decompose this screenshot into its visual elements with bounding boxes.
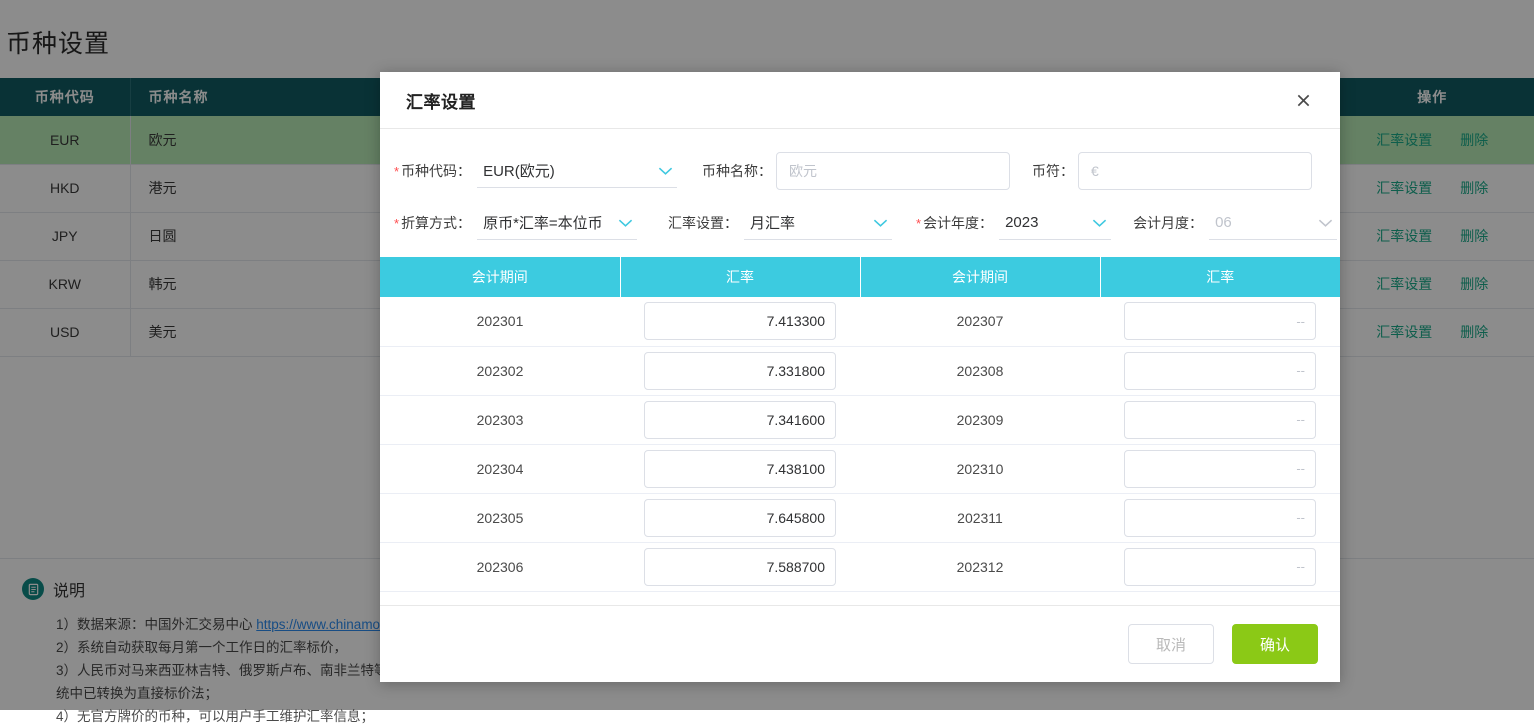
cell-rate-right: --: [1100, 346, 1340, 395]
currency-symbol-input[interactable]: €: [1078, 152, 1312, 190]
rate-input-left[interactable]: 7.645800: [644, 499, 836, 537]
form-row-1: *币种代码： EUR(欧元) 币种名称： 欧元 币符： €: [380, 145, 1340, 197]
currency-code-value: EUR(欧元): [483, 160, 555, 181]
cell-rate-left: 7.331800: [620, 346, 860, 395]
label-rate-setting: 汇率设置：: [668, 213, 738, 233]
field-conversion-mode: *折算方式： 原币*汇率=本位币: [394, 206, 662, 240]
cell-period-left: 202302: [380, 346, 620, 395]
currency-code-select[interactable]: EUR(欧元): [477, 154, 677, 188]
field-fiscal-month: 会计月度： 06: [1133, 206, 1337, 240]
rate-table-row: 202305 7.645800 202311 --: [380, 493, 1340, 542]
cell-rate-left: 7.588700: [620, 542, 860, 591]
rate-input-left[interactable]: 7.341600: [644, 401, 836, 439]
rate-setting-select[interactable]: 月汇率: [744, 206, 892, 240]
label-currency-code: *币种代码：: [394, 161, 471, 181]
currency-name-value: 欧元: [789, 161, 817, 181]
close-icon[interactable]: [1290, 87, 1316, 113]
cell-rate-right: --: [1100, 493, 1340, 542]
conversion-mode-select[interactable]: 原币*汇率=本位币: [477, 206, 637, 240]
rate-input-right[interactable]: --: [1124, 499, 1316, 537]
cell-period-right: 202310: [860, 444, 1100, 493]
cell-period-right: 202308: [860, 346, 1100, 395]
rate-table-row: 202302 7.331800 202308 --: [380, 346, 1340, 395]
cell-period-left: 202304: [380, 444, 620, 493]
rate-input-right[interactable]: --: [1124, 548, 1316, 586]
exchange-rate-settings-dialog: 汇率设置 *币种代码： EUR(欧元) 币种名称：: [380, 72, 1340, 682]
rate-setting-value: 月汇率: [750, 212, 795, 233]
field-fiscal-year: *会计年度： 2023: [916, 206, 1111, 240]
label-conversion-mode: *折算方式：: [394, 213, 471, 233]
required-asterisk: *: [916, 217, 921, 230]
chevron-down-icon: [1078, 218, 1107, 228]
required-asterisk: *: [394, 217, 399, 230]
rate-input-left[interactable]: 7.413300: [644, 302, 836, 340]
rate-col-rate-left: 汇率: [620, 257, 860, 297]
form-row-2: *折算方式： 原币*汇率=本位币 汇率设置： 月汇率 *: [380, 197, 1340, 249]
label-fiscal-month: 会计月度：: [1133, 213, 1203, 233]
currency-name-input[interactable]: 欧元: [776, 152, 1010, 190]
chevron-down-icon: [644, 166, 673, 176]
conversion-mode-value: 原币*汇率=本位币: [483, 212, 603, 233]
label-currency-symbol: 币符：: [1032, 161, 1074, 181]
chevron-down-icon: [612, 218, 633, 228]
cell-period-left: 202301: [380, 297, 620, 346]
cell-rate-left: 7.645800: [620, 493, 860, 542]
cell-rate-left: 7.413300: [620, 297, 860, 346]
cell-rate-right: --: [1100, 444, 1340, 493]
confirm-button[interactable]: 确认: [1232, 624, 1318, 664]
cell-rate-right: --: [1100, 395, 1340, 444]
rate-input-left[interactable]: 7.588700: [644, 548, 836, 586]
rate-input-right[interactable]: --: [1124, 450, 1316, 488]
cell-rate-right: --: [1100, 297, 1340, 346]
cell-rate-left: 7.438100: [620, 444, 860, 493]
field-currency-name: 币种名称： 欧元: [702, 152, 1010, 190]
currency-symbol-value: €: [1091, 163, 1099, 179]
rate-input-left[interactable]: 7.331800: [644, 352, 836, 390]
chevron-down-icon: [1304, 218, 1333, 228]
rate-col-period-right: 会计期间: [860, 257, 1100, 297]
cell-period-left: 202303: [380, 395, 620, 444]
cell-period-left: 202305: [380, 493, 620, 542]
fiscal-year-value: 2023: [1005, 214, 1038, 231]
field-rate-setting: 汇率设置： 月汇率: [668, 206, 892, 240]
rate-table-row: 202301 7.413300 202307 --: [380, 297, 1340, 346]
rate-input-right[interactable]: --: [1124, 352, 1316, 390]
rate-table-row: 202304 7.438100 202310 --: [380, 444, 1340, 493]
rate-input-right[interactable]: --: [1124, 302, 1316, 340]
cell-period-left: 202306: [380, 542, 620, 591]
rate-table-row: 202306 7.588700 202312 --: [380, 542, 1340, 591]
rate-input-left[interactable]: 7.438100: [644, 450, 836, 488]
label-currency-name: 币种名称：: [702, 161, 772, 181]
cell-period-right: 202307: [860, 297, 1100, 346]
label-fiscal-year: *会计年度：: [916, 213, 993, 233]
fiscal-month-select[interactable]: 06: [1209, 206, 1337, 240]
dialog-footer: 取消 确认: [380, 605, 1340, 682]
required-asterisk: *: [394, 165, 399, 178]
field-currency-symbol: 币符： €: [1032, 152, 1312, 190]
cell-rate-right: --: [1100, 542, 1340, 591]
field-currency-code: *币种代码： EUR(欧元): [394, 154, 694, 188]
rate-col-period-left: 会计期间: [380, 257, 620, 297]
cancel-button[interactable]: 取消: [1128, 624, 1214, 664]
rate-input-right[interactable]: --: [1124, 401, 1316, 439]
cell-rate-left: 7.341600: [620, 395, 860, 444]
rate-col-rate-right: 汇率: [1100, 257, 1340, 297]
rate-table-header-row: 会计期间 汇率 会计期间 汇率: [380, 257, 1340, 297]
cell-period-right: 202309: [860, 395, 1100, 444]
dialog-header: 汇率设置: [380, 72, 1340, 129]
rate-table-row: 202303 7.341600 202309 --: [380, 395, 1340, 444]
fiscal-year-select[interactable]: 2023: [999, 206, 1111, 240]
dialog-form: *币种代码： EUR(欧元) 币种名称： 欧元 币符： €: [380, 129, 1340, 257]
fiscal-month-value: 06: [1215, 214, 1232, 231]
cell-period-right: 202311: [860, 493, 1100, 542]
chevron-down-icon: [859, 218, 888, 228]
dialog-title: 汇率设置: [406, 88, 476, 113]
cell-period-right: 202312: [860, 542, 1100, 591]
